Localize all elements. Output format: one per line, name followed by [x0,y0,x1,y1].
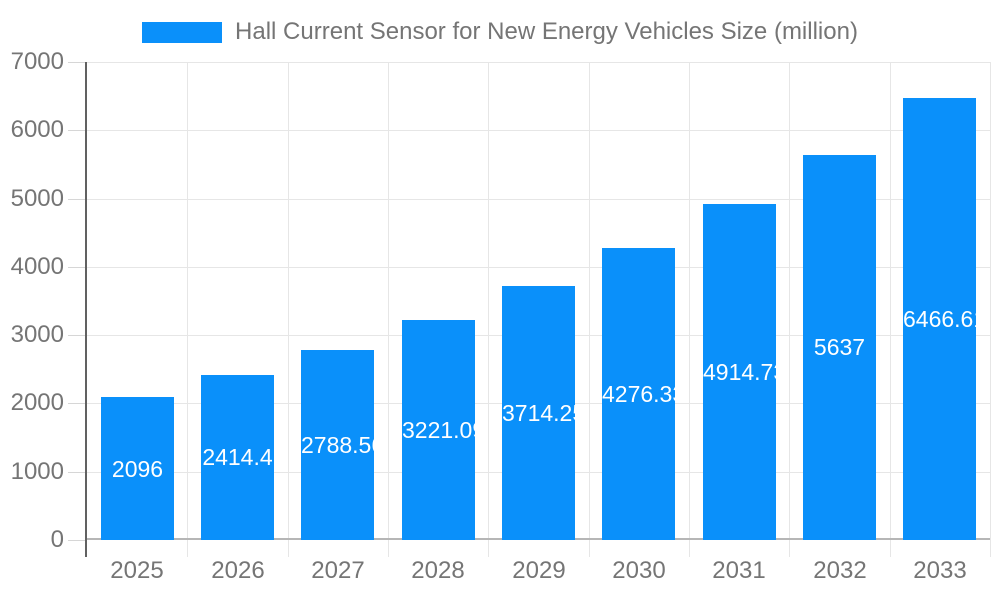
gridline-vertical [689,62,690,557]
bar-value-label: 2096 [111,456,164,482]
bar-2032[interactable]: 5637 [803,155,876,540]
bar-2031[interactable]: 4914.73 [703,204,776,540]
x-axis-label: 2033 [913,557,967,584]
y-axis-label: 1000 [10,458,64,485]
x-axis-label: 2031 [712,557,766,584]
gridline-vertical [789,62,790,557]
bar-2029[interactable]: 3714.25 [502,286,575,540]
bar-2030[interactable]: 4276.33 [602,248,675,540]
y-axis-label: 2000 [10,389,64,416]
gridline-vertical [589,62,590,557]
bar-value-label: 5637 [813,334,866,360]
y-axis-line [85,62,87,557]
gridline-vertical [288,62,289,557]
x-axis-label: 2030 [612,557,666,584]
y-axis-label: 5000 [10,185,64,212]
plot-area: 0 1000 2000 3000 4000 5000 6000 7000 2096 2025 241… [11,49,991,584]
x-axis-label: 2029 [512,557,566,584]
x-axis-label: 2028 [411,557,465,584]
y-axis-label: 7000 [10,48,64,75]
y-axis-tick [68,267,87,268]
bar-value-label: 4914.73 [703,359,776,385]
gridline-vertical [990,62,991,557]
y-axis-tick [68,335,87,336]
gridline-vertical [890,62,891,557]
gridline-horizontal [87,62,990,63]
y-axis-label: 0 [50,526,64,553]
y-axis-label: 3000 [10,321,64,348]
bar-value-label: 3714.25 [502,400,575,426]
bar-value-label: 2414.4 [202,444,273,470]
gridline-vertical [388,62,389,557]
x-axis-label: 2032 [813,557,867,584]
y-axis-label: 6000 [10,116,64,143]
x-axis-label: 2027 [311,557,365,584]
x-axis-label: 2025 [110,557,164,584]
bar-2033[interactable]: 6466.61 [903,98,976,540]
bar-2026[interactable]: 2414.4 [201,375,274,540]
y-axis-tick [68,472,87,473]
y-axis-tick [68,540,87,541]
bar-2028[interactable]: 3221.09 [402,320,475,540]
legend-swatch [142,21,223,43]
bar-value-label: 2788.56 [301,432,374,458]
y-axis-tick [68,130,87,131]
bar-value-label: 6466.61 [903,306,976,332]
gridline-horizontal [87,199,990,200]
gridline-horizontal [87,267,990,268]
y-axis-tick [68,199,87,200]
y-axis-tick [68,62,87,63]
gridline-vertical [187,62,188,557]
bar-value-label: 3221.09 [402,417,475,443]
chart-legend[interactable]: Hall Current Sensor for New Energy Vehic… [0,14,1000,50]
chart-title: Hall Current Sensor for New Energy Vehic… [235,18,858,45]
y-axis-label: 4000 [10,253,64,280]
bar-2025[interactable]: 2096 [101,397,174,540]
gridline-horizontal [87,130,990,131]
bar-2027[interactable]: 2788.56 [301,350,374,540]
y-axis-tick [68,403,87,404]
x-axis-label: 2026 [211,557,265,584]
bar-value-label: 4276.33 [602,381,675,407]
gridline-vertical [488,62,489,557]
